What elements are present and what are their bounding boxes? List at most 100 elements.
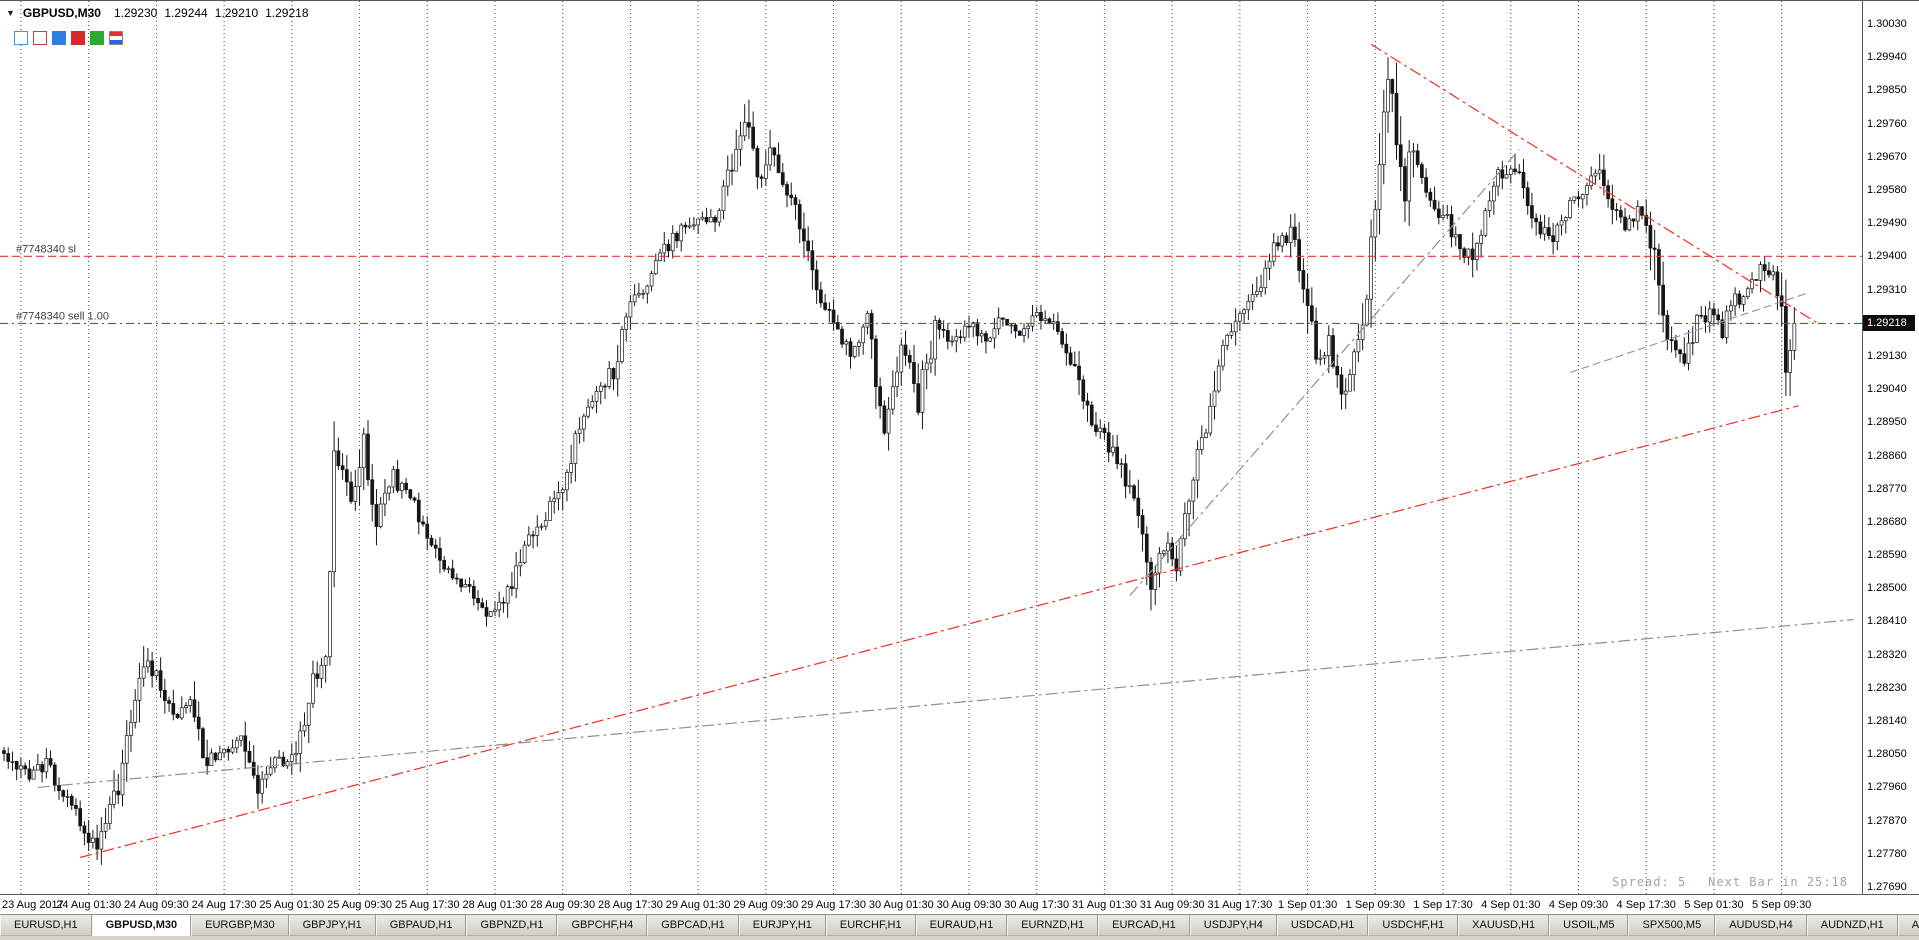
time-axis-label: 4 Sep 09:30 [1548,899,1609,911]
price-axis-label: 1.27780 [1867,847,1907,860]
time-axis-label: 31 Aug 01:30 [1072,899,1137,911]
chart-tab-eurjpy-h1[interactable]: EURJPY,H1 [738,915,826,936]
price-axis-label: 1.28410 [1867,615,1907,628]
ohlc-high: 1.29244 [164,6,208,20]
price-axis-label: 1.29940 [1867,51,1907,64]
object-color-toolbar [14,31,123,45]
time-axis-label: 24 Aug 09:30 [123,899,189,911]
time-axis-label: 30 Aug 09:30 [936,899,1002,911]
chart-tab-gbpusd-m30[interactable]: GBPUSD,M30 [91,915,192,936]
time-axis-label: 30 Aug 01:30 [868,899,934,911]
price-axis-label: 1.30030 [1867,18,1907,30]
ohlc-open: 1.29230 [113,6,158,20]
time-axis-label: 1 Sep 17:30 [1413,899,1473,911]
swatch-green-icon[interactable] [90,31,104,45]
chart-tab-usdcad-h1[interactable]: USDCAD,H1 [1276,915,1369,936]
ohlc-low: 1.29210 [214,6,259,20]
swatch-white-red-icon[interactable] [33,31,47,45]
price-axis-label: 1.28950 [1867,416,1907,429]
chart-tab-usoil-m5[interactable]: USOIL,M5 [1549,915,1629,936]
price-axis-label: 1.29760 [1867,117,1907,130]
price-axis-label: 1.27960 [1867,781,1907,794]
spread-label: Spread: 5 [1612,875,1687,889]
chart-area[interactable]: #7748340 sl #7748340 sell 1.00 ▼ GBPUSD,M… [0,1,1862,894]
time-axis-label: 30 Aug 17:30 [1004,899,1070,911]
time-axis-label: 29 Aug 17:30 [801,899,866,911]
spread-status: Spread: 5 Next Bar in 25:18 [1612,875,1848,889]
time-axis-label: 29 Aug 09:30 [733,899,799,911]
chart-tab-usdchf-h1[interactable]: USDCHF,H1 [1368,915,1459,936]
time-axis-label: 25 Aug 01:30 [259,899,325,911]
chart-tab-gbpchf-h4[interactable]: GBPCHF,H4 [557,915,648,936]
time-axis-label: 31 Aug 17:30 [1207,899,1273,911]
candlestick-chart[interactable]: #7748340 sl #7748340 sell 1.00 [0,1,1862,894]
chart-tab-bar: EURUSD,H1 GBPUSD,M30 EURGBP,M30 GBPJPY,H1 GB… [0,914,1919,940]
time-axis-label: 1 Sep 09:30 [1345,899,1405,911]
chart-tab-eurnzd-h1[interactable]: EURNZD,H1 [1007,915,1099,936]
swatch-flag-icon[interactable] [109,31,123,45]
chart-tab-eurchf-h1[interactable]: EURCHF,H1 [825,915,916,936]
chart-tab-xauusd-h1[interactable]: XAUUSD,H1 [1458,915,1550,936]
current-price-badge: 1.29218 [1863,315,1915,332]
time-axis-label: 24 Aug 01:30 [56,899,122,911]
price-axis-label: 1.28590 [1867,549,1907,562]
price-axis-label: 1.28320 [1867,648,1907,661]
time-axis-label: 29 Aug 01:30 [665,899,731,911]
ohlc-close: 1.29218 [265,6,309,20]
price-axis-label: 1.29850 [1867,84,1907,97]
price-axis-label: 1.27870 [1867,814,1907,827]
chart-tab-gbpaud-h1[interactable]: GBPAUD,H1 [375,915,467,936]
time-axis-label: 25 Aug 09:30 [327,899,392,911]
chart-tab-gbpcad-h1[interactable]: GBPCAD,H1 [647,915,739,936]
price-axis-label: 1.29310 [1867,283,1907,296]
chart-tab-gbpnzd-h1[interactable]: GBPNZD,H1 [466,915,558,936]
chart-symbol-label: GBPUSD,M30 [22,6,101,20]
chart-tab-audnzd-h1[interactable]: AUDNZD,H1 [1806,915,1898,936]
price-axis-label: 1.28050 [1867,748,1907,761]
chart-tab-euraud-h1[interactable]: EURAUD,H1 [915,915,1008,936]
time-axis-label: 4 Sep 01:30 [1481,899,1541,911]
price-axis-label: 1.28230 [1867,681,1907,694]
time-axis-label: 5 Sep 09:30 [1751,899,1812,911]
time-axis-label: 4 Sep 17:30 [1616,899,1676,911]
swatch-white-blue-icon[interactable] [14,31,28,45]
chart-tab-eurgbp-m30[interactable]: EURGBP,M30 [191,915,289,936]
svg-text:#7748340 sell 1.00: #7748340 sell 1.00 [16,310,109,322]
time-axis-label: 5 Sep 01:30 [1684,899,1744,911]
time-axis[interactable]: 23 Aug 2017 24 Aug 01:30 24 Aug 09:30 24 Au… [0,894,1919,914]
price-axis-label: 1.28770 [1867,482,1907,495]
chart-tab-audcad-daily[interactable]: AUDCAD,Daily [1897,915,1919,936]
price-axis-label: 1.28500 [1867,582,1907,595]
chart-tab-audusd-h4[interactable]: AUDUSD,H4 [1715,915,1807,936]
time-axis-label: 25 Aug 17:30 [394,899,460,911]
price-axis-label: 1.29130 [1867,349,1907,362]
price-axis-label: 1.29670 [1867,150,1907,163]
one-click-trading-toggle-icon[interactable]: ▼ [6,8,15,18]
time-axis-label: 23 Aug 2017 [2,899,64,911]
time-axis-label: 31 Aug 09:30 [1139,899,1205,911]
time-axis-label: 1 Sep 01:30 [1277,899,1338,911]
chart-tab-gbpjpy-h1[interactable]: GBPJPY,H1 [288,915,376,936]
chart-tab-usdjpy-h4[interactable]: USDJPY,H4 [1189,915,1277,936]
time-axis-label: 28 Aug 01:30 [462,899,528,911]
price-axis[interactable]: 1.29218 1.30030 1.29940 1.29850 1.29760 1.29… [1862,1,1919,894]
price-axis-label: 1.29490 [1867,217,1907,230]
swatch-red-icon[interactable] [71,31,85,45]
chart-tab-eurcad-h1[interactable]: EURCAD,H1 [1098,915,1190,936]
price-axis-label: 1.29040 [1867,383,1907,396]
price-axis-label: 1.27690 [1867,881,1907,893]
time-axis-label: 24 Aug 17:30 [191,899,257,911]
time-axis-label: 28 Aug 17:30 [597,899,663,911]
price-axis-label: 1.28860 [1867,449,1907,462]
next-bar-countdown: Next Bar in 25:18 [1708,875,1848,889]
svg-text:#7748340 sl: #7748340 sl [16,243,76,255]
chart-header: ▼ GBPUSD,M30 1.29230 1.29244 1.29210 1.2… [6,6,309,20]
price-axis-label: 1.28680 [1867,515,1907,528]
chart-tab-eurusd-h1[interactable]: EURUSD,H1 [0,915,92,936]
time-axis-label: 28 Aug 09:30 [530,899,596,911]
price-axis-label: 1.29400 [1867,250,1907,263]
chart-tab-spx500-m5[interactable]: SPX500,M5 [1628,915,1716,936]
price-axis-label: 1.28140 [1867,715,1907,728]
swatch-blue-icon[interactable] [52,31,66,45]
